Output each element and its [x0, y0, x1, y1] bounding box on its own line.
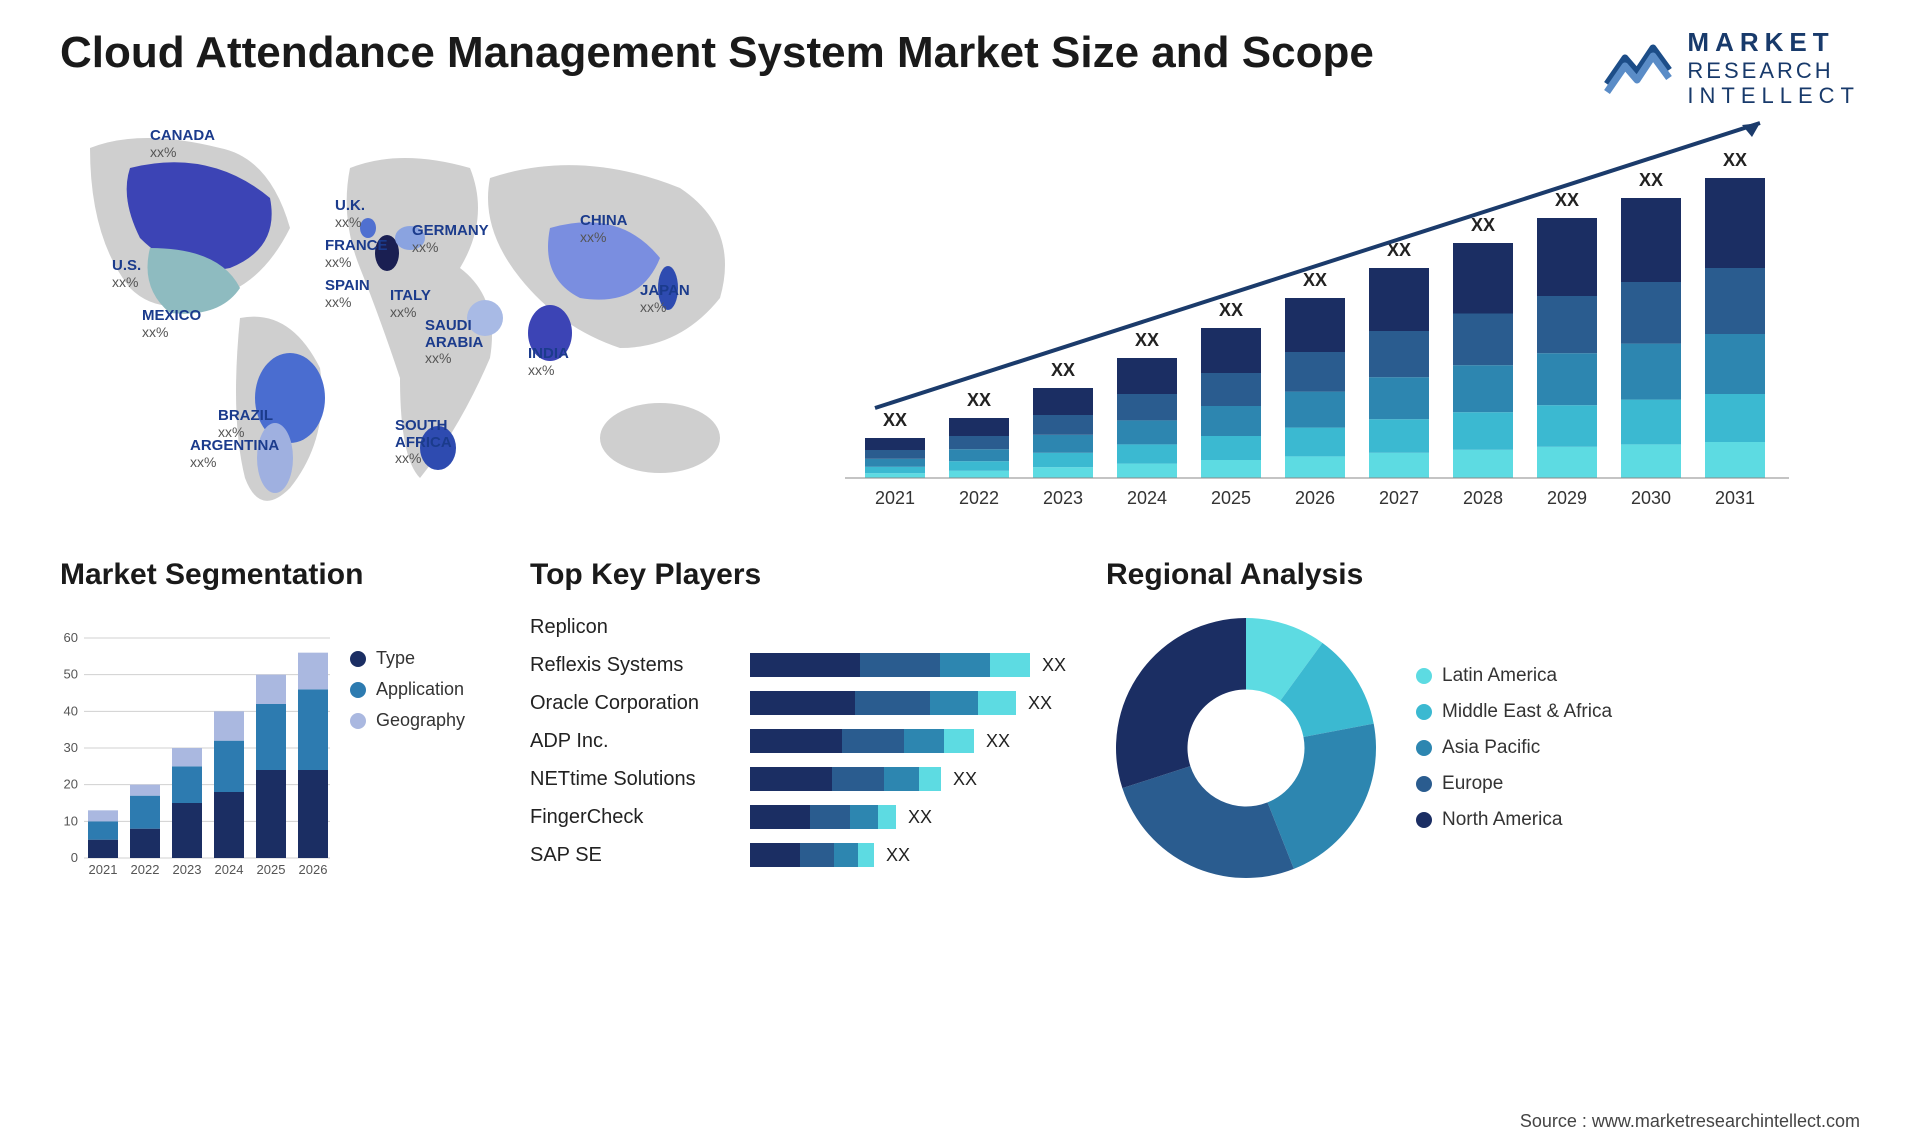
svg-text:0: 0 [71, 850, 78, 865]
logo-text-3: INTELLECT [1687, 83, 1860, 108]
svg-text:2022: 2022 [131, 862, 160, 877]
segmentation-panel: Market Segmentation 0 10 20 30 40 50 60 2021 202… [60, 558, 490, 888]
country-label: U.K.xx% [335, 198, 365, 231]
svg-text:2024: 2024 [1127, 488, 1167, 508]
svg-text:XX: XX [1471, 215, 1495, 235]
player-bar-row: XX [750, 760, 1066, 798]
svg-text:XX: XX [1303, 270, 1327, 290]
player-name: FingerCheck [530, 798, 730, 836]
logo-text-1: MARKET [1687, 28, 1860, 58]
svg-text:40: 40 [64, 704, 78, 719]
player-bar-row: XX [750, 684, 1066, 722]
country-label: GERMANYxx% [412, 223, 489, 256]
legend-item: Europe [1416, 773, 1612, 795]
country-label: JAPANxx% [640, 283, 690, 316]
svg-text:XX: XX [1723, 150, 1747, 170]
segmentation-title: Market Segmentation [60, 558, 490, 592]
country-label: U.S.xx% [112, 258, 141, 291]
svg-text:2030: 2030 [1631, 488, 1671, 508]
svg-text:50: 50 [64, 667, 78, 682]
player-name: Oracle Corporation [530, 684, 730, 722]
svg-text:2027: 2027 [1379, 488, 1419, 508]
country-label: INDIAxx% [528, 346, 569, 379]
player-name: ADP Inc. [530, 722, 730, 760]
svg-text:XX: XX [1639, 170, 1663, 190]
svg-text:2031: 2031 [1715, 488, 1755, 508]
country-label: CANADAxx% [150, 128, 215, 161]
svg-text:XX: XX [967, 390, 991, 410]
player-bar-row: XX [750, 798, 1066, 836]
svg-text:2026: 2026 [299, 862, 328, 877]
legend-item: Application [350, 679, 465, 700]
country-label: MEXICOxx% [142, 308, 201, 341]
svg-text:30: 30 [64, 740, 78, 755]
world-map: CANADAxx%U.S.xx%MEXICOxx%BRAZILxx%ARGENT… [60, 118, 760, 528]
svg-text:2026: 2026 [1295, 488, 1335, 508]
player-bar-row: XX [750, 836, 1066, 874]
regional-legend: Latin America Middle East & Africa Asia Pa… [1416, 651, 1612, 845]
player-name: Reflexis Systems [530, 646, 730, 684]
legend-item: Asia Pacific [1416, 737, 1612, 759]
svg-text:XX: XX [1219, 300, 1243, 320]
player-bar-row: XX [750, 722, 1066, 760]
country-label: SAUDIARABIAxx% [425, 318, 483, 368]
key-players-title: Top Key Players [530, 558, 1066, 592]
country-label: CHINAxx% [580, 213, 628, 246]
regional-panel: Regional Analysis Latin America Middle Ea… [1106, 558, 1860, 888]
country-label: SPAINxx% [325, 278, 370, 311]
svg-text:2022: 2022 [959, 488, 999, 508]
page-title: Cloud Attendance Management System Marke… [60, 28, 1374, 78]
svg-text:20: 20 [64, 777, 78, 792]
legend-item: Middle East & Africa [1416, 701, 1612, 723]
legend-item: North America [1416, 809, 1612, 831]
player-name: SAP SE [530, 836, 730, 874]
player-bar-chart: XXXXXXXXXXXX [750, 608, 1066, 874]
svg-text:2021: 2021 [89, 862, 118, 877]
svg-text:60: 60 [64, 630, 78, 645]
player-name: Replicon [530, 608, 730, 646]
main-bar-chart: XX 2021 XX 2022 XX 2023 XX 2024 XX 2025 XX 2026 XX 20… [790, 118, 1860, 528]
svg-text:2021: 2021 [875, 488, 915, 508]
legend-item: Type [350, 648, 465, 669]
svg-text:2025: 2025 [257, 862, 286, 877]
svg-text:XX: XX [1051, 360, 1075, 380]
segmentation-legend: Type Application Geography [350, 608, 465, 741]
svg-text:2023: 2023 [173, 862, 202, 877]
regional-donut-chart [1106, 608, 1386, 888]
svg-text:2023: 2023 [1043, 488, 1083, 508]
country-label: FRANCExx% [325, 238, 388, 271]
svg-text:2025: 2025 [1211, 488, 1251, 508]
source-attribution: Source : www.marketresearchintellect.com [1520, 1111, 1860, 1132]
svg-text:XX: XX [883, 410, 907, 430]
player-bar-row: XX [750, 646, 1066, 684]
logo-icon [1603, 40, 1673, 96]
svg-text:2029: 2029 [1547, 488, 1587, 508]
svg-text:10: 10 [64, 814, 78, 829]
svg-text:XX: XX [1135, 330, 1159, 350]
svg-text:2028: 2028 [1463, 488, 1503, 508]
svg-text:2024: 2024 [215, 862, 244, 877]
key-players-panel: Top Key Players RepliconReflexis Systems… [530, 558, 1066, 888]
segmentation-chart: 0 10 20 30 40 50 60 2021 2022 2023 2024 2025 2026 [60, 608, 330, 878]
player-name: NETtime Solutions [530, 760, 730, 798]
legend-item: Geography [350, 710, 465, 731]
country-label: SOUTHAFRICAxx% [395, 418, 452, 468]
svg-text:XX: XX [1555, 190, 1579, 210]
legend-item: Latin America [1416, 665, 1612, 687]
logo-text-2: RESEARCH [1687, 58, 1860, 83]
regional-title: Regional Analysis [1106, 558, 1860, 592]
country-label: ARGENTINAxx% [190, 438, 279, 471]
brand-logo: MARKET RESEARCH INTELLECT [1603, 28, 1860, 108]
player-name-list: RepliconReflexis SystemsOracle Corporati… [530, 608, 730, 874]
